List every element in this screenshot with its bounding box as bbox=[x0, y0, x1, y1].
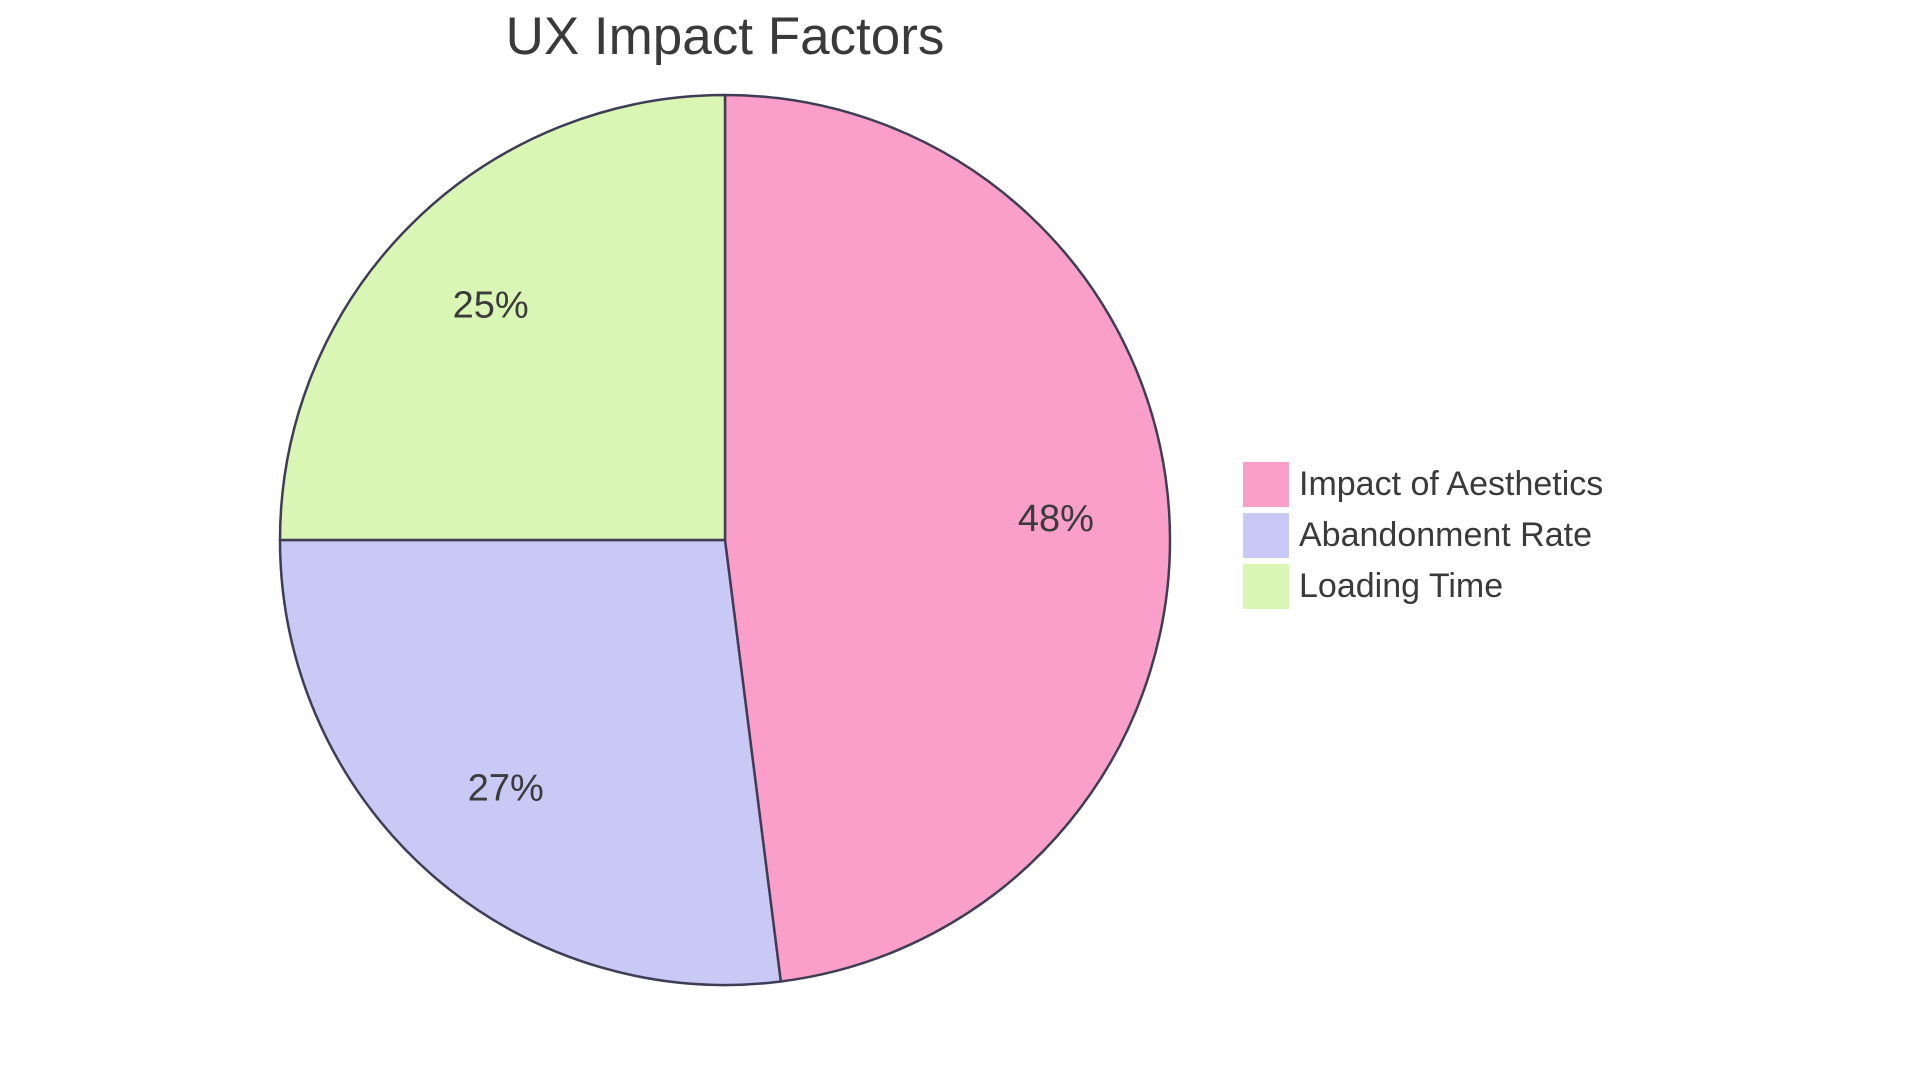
chart-title: UX Impact Factors bbox=[505, 7, 945, 66]
legend-label: Impact of Aesthetics bbox=[1299, 465, 1604, 503]
legend-label: Abandonment Rate bbox=[1299, 516, 1592, 554]
pie-slice-abandonment-rate[interactable] bbox=[278, 538, 783, 987]
legend: Impact of Aesthetics Abandonment Rate Lo… bbox=[1243, 462, 1603, 615]
slice-percent-label: 25% bbox=[453, 285, 529, 327]
legend-label: Loading Time bbox=[1299, 567, 1504, 605]
legend-swatch-impact-of-aesthetics bbox=[1243, 462, 1289, 507]
pie-slice-impact-of-aesthetics[interactable] bbox=[723, 93, 1172, 983]
legend-item-abandonment-rate[interactable]: Abandonment Rate bbox=[1243, 513, 1603, 558]
legend-swatch-abandonment-rate bbox=[1243, 513, 1289, 558]
slice-percent-label: 48% bbox=[1018, 498, 1094, 540]
legend-swatch-loading-time bbox=[1243, 564, 1289, 609]
legend-item-impact-of-aesthetics[interactable]: Impact of Aesthetics bbox=[1243, 462, 1603, 507]
slice-percent-label: 27% bbox=[468, 768, 544, 810]
pie-chart: 48% 27% 25% bbox=[278, 93, 1172, 987]
legend-item-loading-time[interactable]: Loading Time bbox=[1243, 564, 1603, 609]
pie-slice-loading-time[interactable] bbox=[278, 93, 727, 542]
